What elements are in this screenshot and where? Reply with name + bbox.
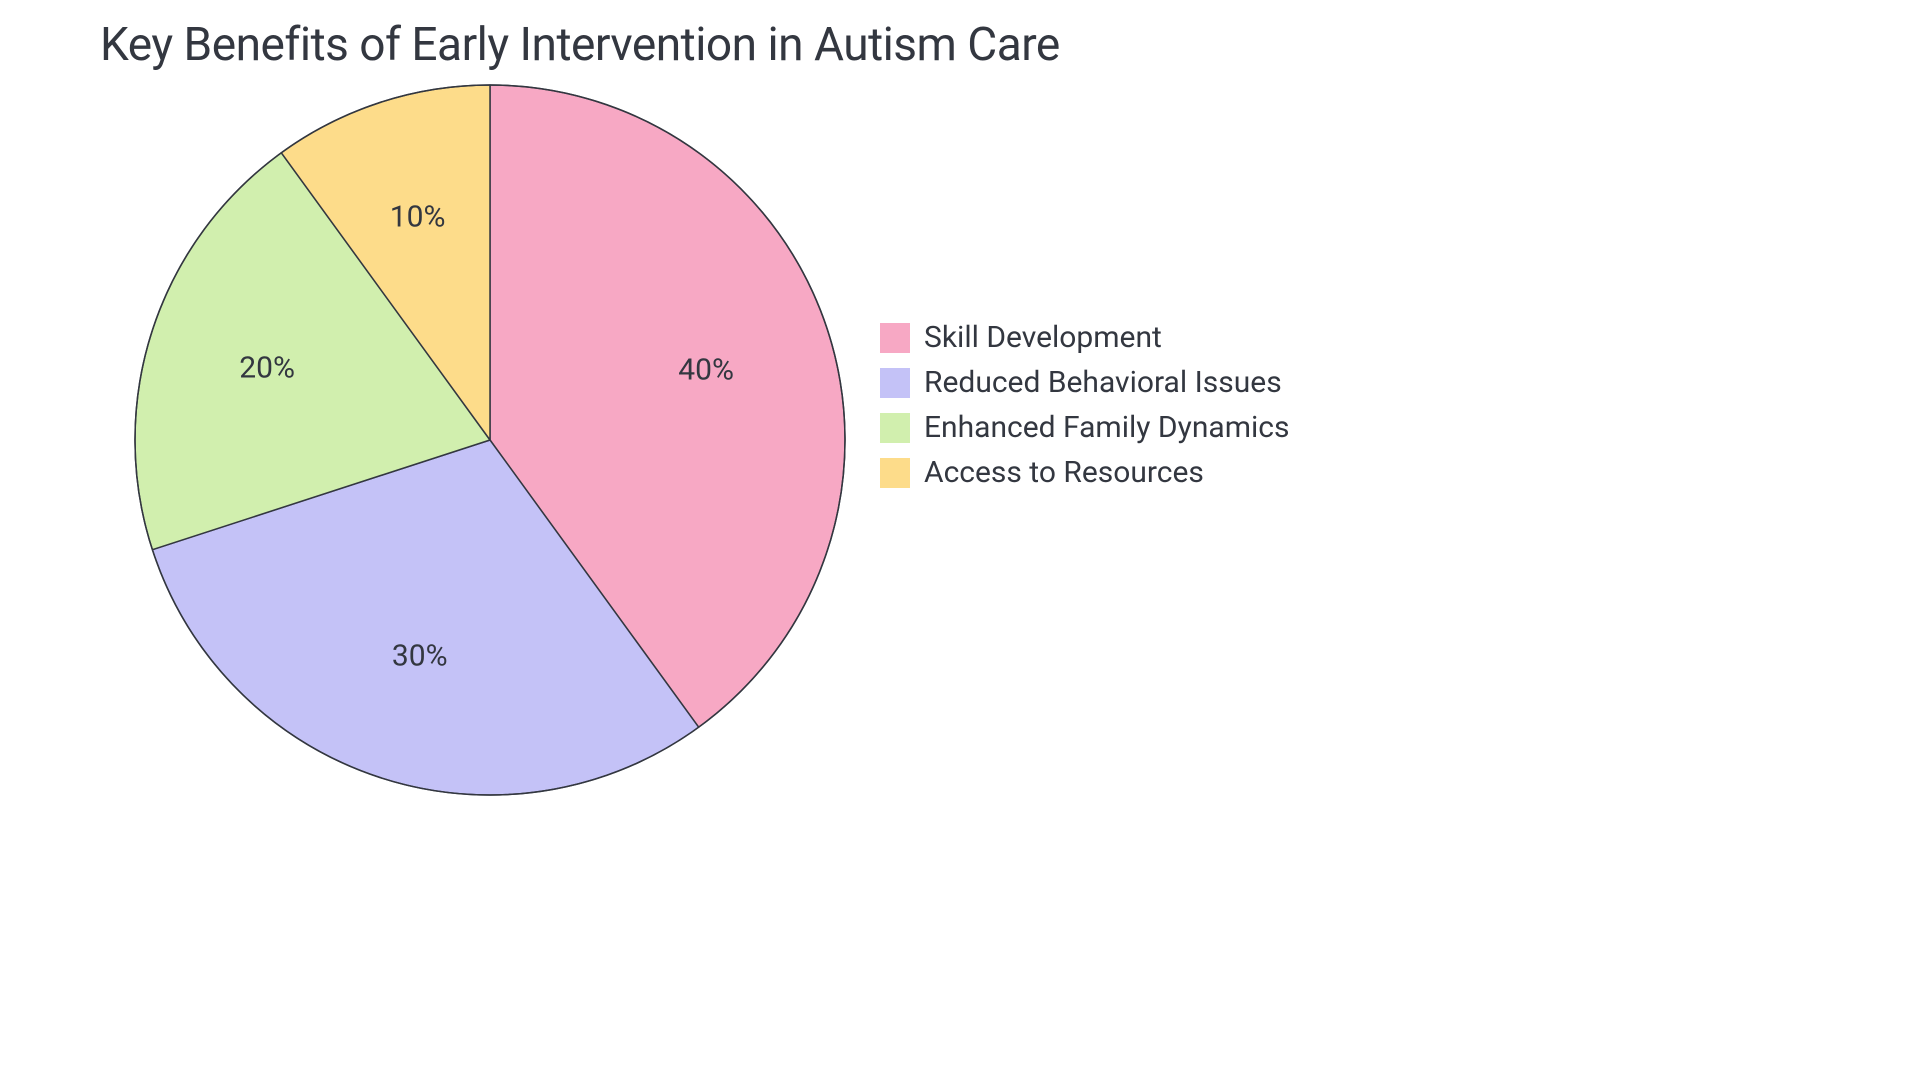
legend: Skill Development Reduced Behavioral Issu… xyxy=(880,320,1290,500)
legend-swatch xyxy=(880,368,910,398)
pie-svg xyxy=(130,80,850,800)
legend-item: Access to Resources xyxy=(880,455,1290,490)
legend-label: Enhanced Family Dynamics xyxy=(924,410,1290,445)
legend-label: Access to Resources xyxy=(924,455,1204,490)
legend-swatch xyxy=(880,458,910,488)
chart-title: Key Benefits of Early Intervention in Au… xyxy=(100,18,1060,72)
pie-chart: 40% 30% 20% 10% xyxy=(130,80,850,800)
legend-swatch xyxy=(880,323,910,353)
legend-item: Enhanced Family Dynamics xyxy=(880,410,1290,445)
legend-label: Reduced Behavioral Issues xyxy=(924,365,1282,400)
legend-item: Skill Development xyxy=(880,320,1290,355)
slice-label: 40% xyxy=(678,352,734,387)
slice-label: 20% xyxy=(239,350,295,385)
legend-swatch xyxy=(880,413,910,443)
legend-item: Reduced Behavioral Issues xyxy=(880,365,1290,400)
chart-container: Key Benefits of Early Intervention in Au… xyxy=(0,0,1920,1083)
slice-label: 30% xyxy=(392,639,448,674)
legend-label: Skill Development xyxy=(924,320,1162,355)
slice-label: 10% xyxy=(390,200,446,235)
